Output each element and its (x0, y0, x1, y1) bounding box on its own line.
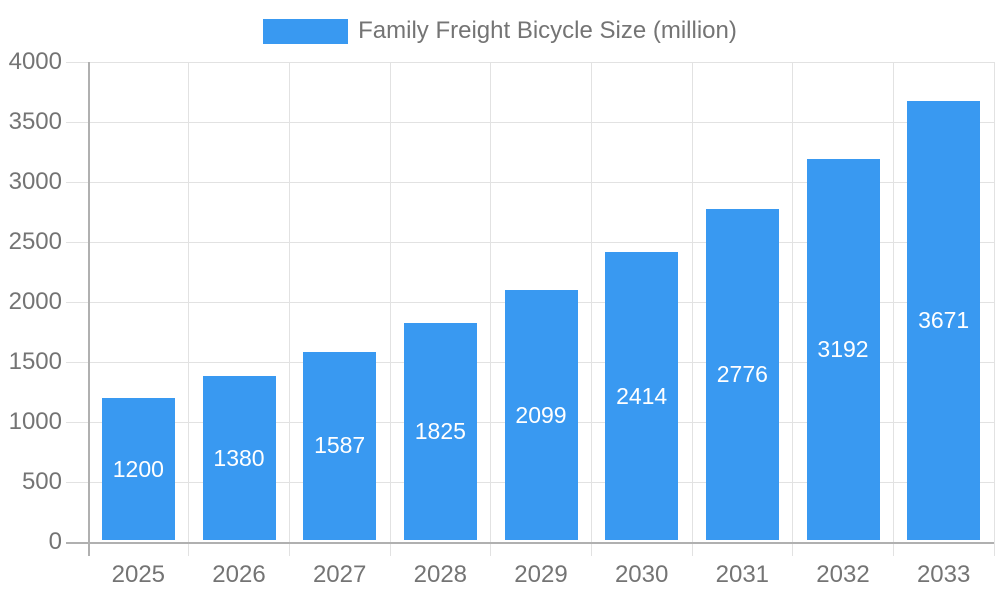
y-axis-tick-label: 3000 (8, 168, 62, 195)
x-axis-line (66, 542, 994, 544)
gridline-vertical (691, 62, 693, 556)
y-axis-tick-label: 1500 (8, 348, 62, 375)
x-axis-tick-label: 2026 (212, 561, 266, 588)
gridline-horizontal (66, 181, 994, 183)
y-axis-tick-label: 0 (48, 528, 62, 555)
legend-swatch[interactable] (263, 18, 349, 44)
x-axis-tick-label: 2030 (614, 561, 669, 588)
y-axis-tick-label: 2500 (8, 228, 62, 255)
bar-2029[interactable]: 2099 (504, 290, 578, 540)
gridline-vertical (490, 62, 492, 556)
x-axis-tick-label: 2028 (413, 561, 468, 588)
y-axis-tick-label: 1000 (8, 408, 62, 435)
bar-value-label: 1200 (112, 455, 164, 482)
gridline-vertical (389, 62, 391, 556)
bar-value-label: 1587 (314, 432, 366, 459)
gridline-vertical (288, 62, 290, 556)
bar-2031[interactable]: 2776 (705, 208, 779, 540)
x-axis-tick-label: 2029 (514, 561, 568, 588)
y-axis-tick-label: 500 (21, 468, 62, 495)
bar-2025[interactable]: 1200 (101, 398, 175, 540)
gridline-horizontal (66, 61, 994, 63)
plot-area: 1200 1380 1587 1825 2099 2414 2776 3192 3671 (66, 61, 995, 556)
bar-2030[interactable]: 2414 (605, 252, 679, 540)
bar-value-label: 3671 (918, 307, 970, 334)
y-axis-tick-label: 3500 (8, 108, 62, 135)
x-axis-tick-label: 2027 (312, 561, 367, 588)
bar-2032[interactable]: 3192 (806, 158, 880, 540)
bar-value-label: 2414 (616, 382, 668, 409)
legend: Family Freight Bicycle Size (million) (0, 17, 1000, 45)
x-axis-tick-label: 2033 (916, 561, 971, 588)
gridline-vertical (590, 62, 592, 556)
gridline-vertical (892, 62, 894, 556)
gridline-vertical (188, 62, 190, 556)
x-axis-tick-label: 2025 (111, 561, 166, 588)
bar-2026[interactable]: 1380 (202, 376, 276, 540)
bar-2028[interactable]: 1825 (403, 323, 477, 540)
x-axis-tick-label: 2031 (715, 561, 770, 588)
legend-label[interactable]: Family Freight Bicycle Size (million) (358, 17, 737, 44)
bar-value-label: 2099 (515, 401, 567, 428)
y-axis-tick-label: 2000 (8, 288, 62, 315)
x-axis-tick-label: 2032 (816, 561, 870, 588)
gridline-vertical (792, 62, 794, 556)
bar-2033[interactable]: 3671 (907, 101, 981, 540)
bar-value-label: 3192 (817, 335, 869, 362)
gridline-vertical (993, 62, 995, 556)
gridline-horizontal (66, 121, 994, 123)
gridline-horizontal (66, 241, 994, 243)
bar-value-label: 1380 (213, 444, 265, 471)
y-axis-line (88, 62, 90, 556)
y-axis-tick-label: 4000 (8, 48, 62, 75)
bar-value-label: 1825 (414, 418, 466, 444)
bar-2027[interactable]: 1587 (303, 351, 377, 540)
bar-value-label: 2776 (716, 360, 768, 387)
